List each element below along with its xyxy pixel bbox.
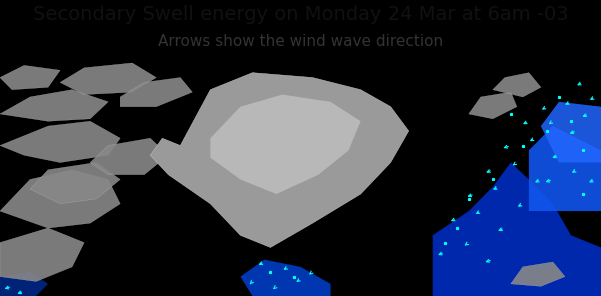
Polygon shape: [0, 121, 120, 163]
Polygon shape: [529, 126, 601, 211]
Polygon shape: [90, 138, 168, 175]
Polygon shape: [469, 92, 517, 119]
Polygon shape: [240, 260, 331, 296]
Polygon shape: [120, 78, 192, 107]
Polygon shape: [541, 102, 601, 163]
Polygon shape: [0, 272, 48, 296]
Polygon shape: [0, 170, 120, 228]
Polygon shape: [0, 228, 84, 281]
Polygon shape: [0, 90, 108, 121]
Polygon shape: [511, 262, 565, 286]
Polygon shape: [0, 65, 60, 90]
Polygon shape: [210, 94, 361, 194]
Polygon shape: [493, 73, 541, 97]
Polygon shape: [433, 163, 601, 296]
Text: Secondary Swell energy on Monday 24 Mar at 6am -03: Secondary Swell energy on Monday 24 Mar …: [32, 5, 569, 24]
Text: Arrows show the wind wave direction: Arrows show the wind wave direction: [158, 34, 443, 49]
Polygon shape: [150, 73, 409, 247]
Polygon shape: [30, 163, 120, 204]
Polygon shape: [60, 63, 156, 94]
